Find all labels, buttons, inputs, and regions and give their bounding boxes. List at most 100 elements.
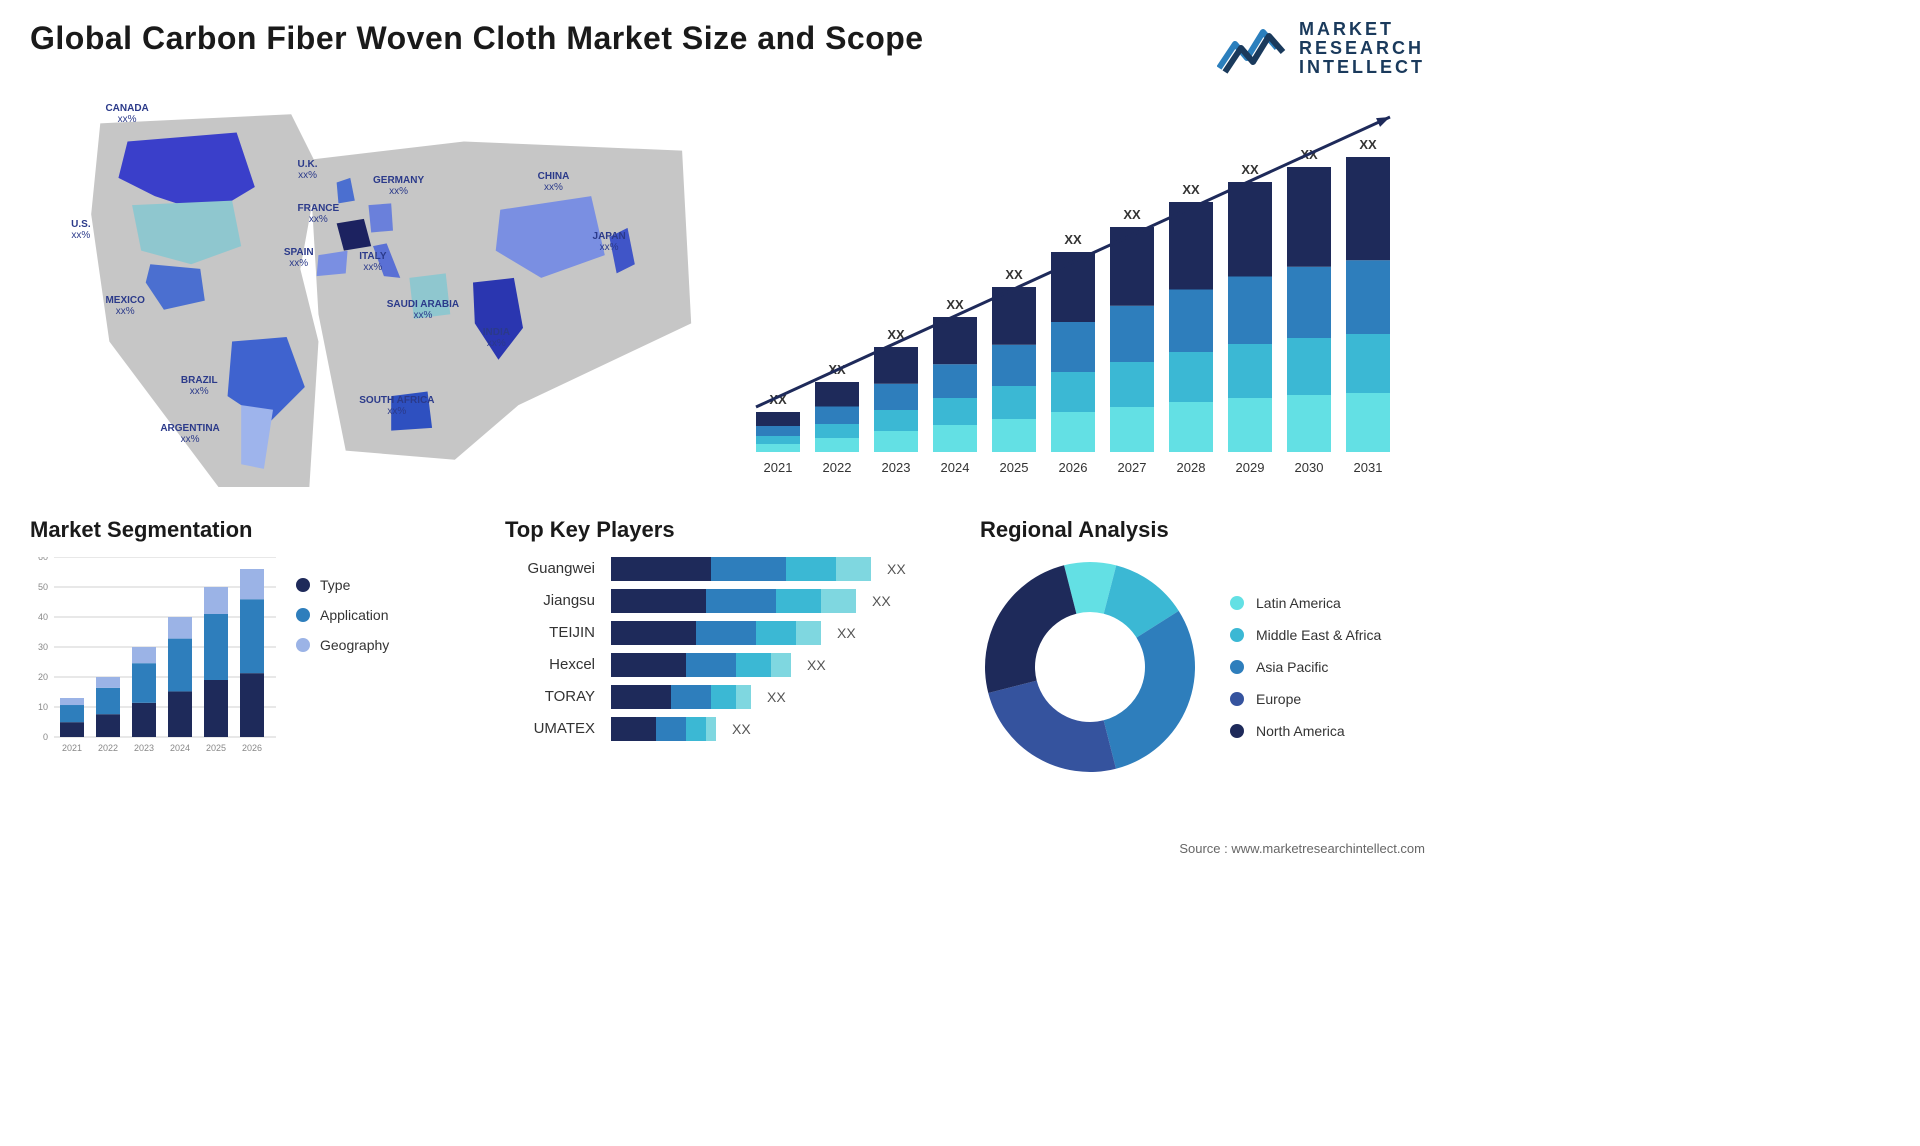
player-name: Jiangsu (505, 592, 595, 609)
seg-ytick: 20 (38, 672, 48, 682)
seg-bar-seg (204, 680, 228, 737)
growth-chart-panel: XX2021XX2022XX2023XX2024XX2025XX2026XX20… (736, 87, 1425, 487)
source-label: Source : www.marketresearchintellect.com (1179, 841, 1425, 856)
growth-bar-seg (874, 431, 918, 452)
player-value: XX (807, 657, 826, 673)
growth-bar-seg (1346, 260, 1390, 334)
growth-bar-seg (1346, 334, 1390, 393)
player-name: UMATEX (505, 720, 595, 737)
regional-title: Regional Analysis (980, 517, 1425, 543)
seg-bar-seg (204, 587, 228, 614)
growth-bar-seg (1169, 352, 1213, 402)
logo-line2: RESEARCH (1299, 39, 1425, 58)
growth-bar-label: XX (1182, 182, 1200, 197)
donut-slice (1104, 611, 1195, 769)
seg-bar-seg (204, 614, 228, 680)
growth-bar-label: XX (1064, 232, 1082, 247)
logo-line3: INTELLECT (1299, 58, 1425, 77)
seg-legend-item: Geography (296, 637, 389, 653)
growth-bar-label: XX (1241, 162, 1259, 177)
player-row: GuangweiXX (505, 557, 950, 581)
growth-bar-label: XX (1359, 137, 1377, 152)
regional-panel: Regional Analysis Latin America Middle Ea… (980, 517, 1425, 777)
growth-bar-seg (1287, 338, 1331, 395)
seg-ytick: 10 (38, 702, 48, 712)
growth-bar-seg (1287, 266, 1331, 337)
growth-year-label: 2022 (823, 460, 852, 475)
growth-bar-seg (933, 425, 977, 452)
growth-year-label: 2021 (764, 460, 793, 475)
player-value: XX (887, 561, 906, 577)
seg-ytick: 50 (38, 582, 48, 592)
player-row: TORAYXX (505, 685, 950, 709)
growth-bar-seg (1287, 395, 1331, 452)
player-name: Hexcel (505, 656, 595, 673)
seg-legend-item: Application (296, 607, 389, 623)
seg-bar-seg (132, 702, 156, 736)
seg-year-label: 2022 (98, 743, 118, 753)
growth-bar-seg (815, 406, 859, 424)
seg-year-label: 2021 (62, 743, 82, 753)
seg-bar-seg (240, 569, 264, 599)
growth-bar-seg (815, 424, 859, 438)
growth-year-label: 2024 (941, 460, 970, 475)
segmentation-title: Market Segmentation (30, 517, 475, 543)
logo-line1: MARKET (1299, 20, 1425, 39)
growth-trend-arrowhead (1376, 117, 1390, 127)
growth-year-label: 2029 (1236, 460, 1265, 475)
region-legend-item: Latin America (1230, 595, 1381, 611)
growth-year-label: 2026 (1059, 460, 1088, 475)
growth-bar-seg (815, 382, 859, 407)
seg-bar-seg (96, 714, 120, 737)
seg-year-label: 2023 (134, 743, 154, 753)
seg-bar-seg (60, 698, 84, 705)
player-name: TORAY (505, 688, 595, 705)
player-value: XX (837, 625, 856, 641)
player-bar (611, 717, 716, 741)
seg-ytick: 40 (38, 612, 48, 622)
country-saudi (409, 273, 450, 318)
player-bar (611, 653, 791, 677)
seg-legend-item: Type (296, 577, 389, 593)
seg-bar-seg (168, 691, 192, 737)
brand-logo: MARKET RESEARCH INTELLECT (1217, 20, 1425, 77)
world-map-panel: CANADAxx%U.S.xx%MEXICOxx%BRAZILxx%ARGENT… (30, 87, 716, 487)
growth-bar-seg (1051, 372, 1095, 412)
growth-chart: XX2021XX2022XX2023XX2024XX2025XX2026XX20… (736, 112, 1425, 487)
growth-year-label: 2031 (1354, 460, 1383, 475)
donut-slice (988, 680, 1116, 771)
region-legend-item: Middle East & Africa (1230, 627, 1381, 643)
segmentation-panel: Market Segmentation 01020304050602021202… (30, 517, 475, 777)
growth-bar-seg (874, 347, 918, 384)
growth-year-label: 2030 (1295, 460, 1324, 475)
key-players-panel: Top Key Players GuangweiXXJiangsuXXTEIJI… (505, 517, 950, 777)
key-players-title: Top Key Players (505, 517, 950, 543)
bottom-row: Market Segmentation 01020304050602021202… (30, 517, 1425, 777)
growth-bar-seg (874, 410, 918, 431)
player-bar (611, 685, 751, 709)
player-value: XX (872, 593, 891, 609)
growth-bar-seg (756, 444, 800, 452)
seg-bar-seg (96, 677, 120, 688)
growth-year-label: 2023 (882, 460, 911, 475)
seg-bar-seg (240, 599, 264, 673)
player-row: UMATEXXX (505, 717, 950, 741)
growth-bar-seg (1110, 407, 1154, 452)
growth-bar-seg (1228, 182, 1272, 277)
player-bar (611, 589, 856, 613)
growth-bar-seg (1051, 412, 1095, 452)
player-bar (611, 557, 871, 581)
seg-bar-seg (240, 673, 264, 737)
key-players-list: GuangweiXXJiangsuXXTEIJINXXHexcelXXTORAY… (505, 557, 950, 741)
growth-bar-seg (1169, 289, 1213, 352)
growth-bar-seg (992, 386, 1036, 419)
seg-bar-seg (132, 647, 156, 663)
player-bar (611, 621, 821, 645)
growth-bar-label: XX (1005, 267, 1023, 282)
growth-bar-seg (933, 398, 977, 425)
growth-year-label: 2028 (1177, 460, 1206, 475)
growth-bar-seg (1287, 167, 1331, 267)
growth-year-label: 2025 (1000, 460, 1029, 475)
region-legend-item: North America (1230, 723, 1381, 739)
logo-icon (1217, 20, 1287, 76)
